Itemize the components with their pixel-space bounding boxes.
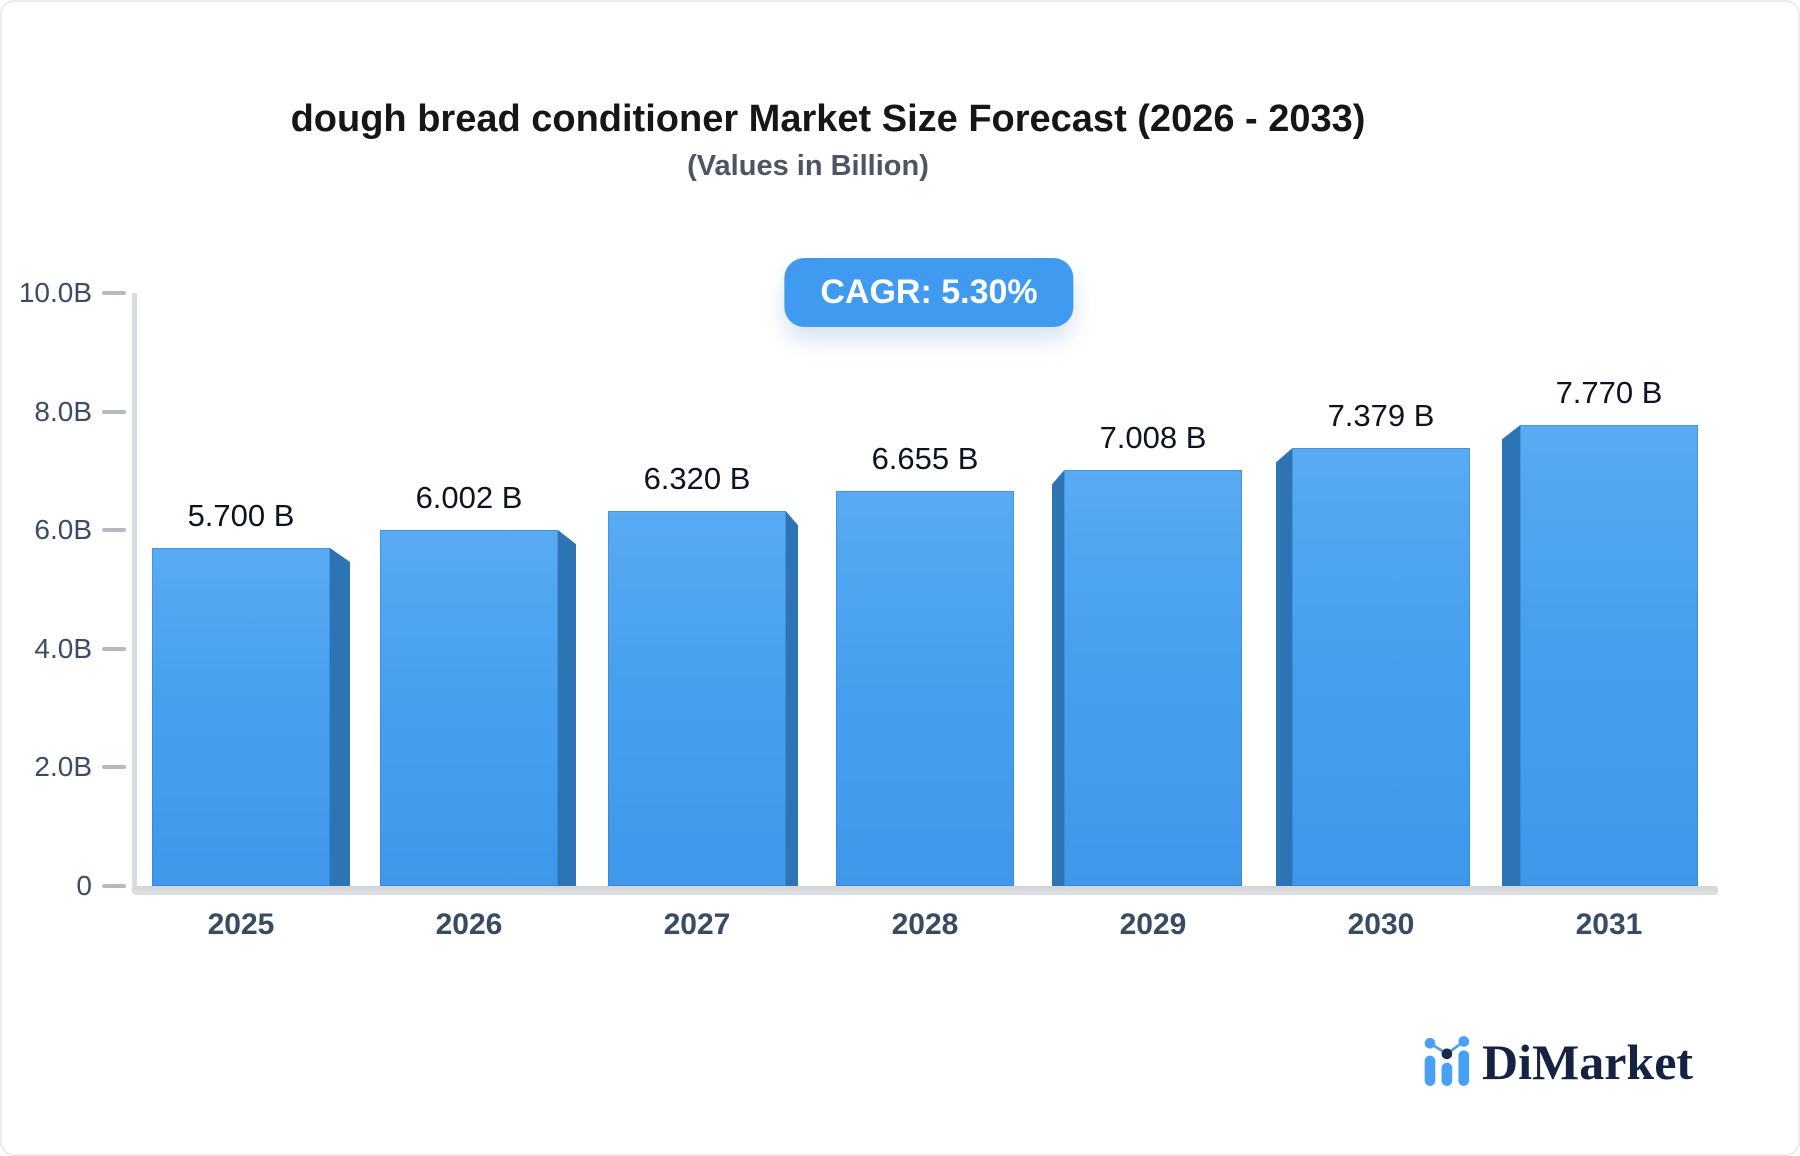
x-axis-baseline xyxy=(132,886,1718,895)
bar-face xyxy=(1520,425,1698,886)
y-axis-tick-mark xyxy=(102,291,126,295)
y-axis-tick-mark xyxy=(102,646,126,651)
y-axis-line xyxy=(132,293,137,886)
y-axis-tick-label: 10.0B xyxy=(18,277,92,308)
bar-2031 xyxy=(1502,425,1698,886)
chart-title: dough bread conditioner Market Size Fore… xyxy=(290,98,1366,140)
bar-3d-side xyxy=(1052,470,1064,886)
y-axis-tick-mark xyxy=(102,884,126,888)
y-axis-tick-mark xyxy=(102,409,126,414)
bar-2030 xyxy=(1276,448,1470,886)
x-axis-category-label: 2031 xyxy=(1575,908,1643,941)
x-axis-category-label: 2028 xyxy=(891,908,959,941)
bar-value-label: 6.002 B xyxy=(415,480,523,516)
bar-3d-side xyxy=(1502,425,1520,886)
bar-2027 xyxy=(608,511,798,886)
x-axis-category-label: 2025 xyxy=(207,908,275,941)
bar-3d-side xyxy=(786,511,798,886)
y-axis-tick-label: 8.0B xyxy=(34,395,92,427)
bar-value-label: 6.655 B xyxy=(871,441,979,477)
y-axis-tick-mark xyxy=(102,528,126,533)
bar-2028 xyxy=(836,491,1014,886)
bar-3d-side xyxy=(558,530,576,886)
x-axis-category-label: 2029 xyxy=(1119,908,1187,941)
bar-face xyxy=(152,547,330,886)
x-axis-category-label: 2026 xyxy=(435,908,503,941)
bar-value-label: 7.770 B xyxy=(1555,375,1663,411)
bar-2029 xyxy=(1052,470,1242,886)
bar-face xyxy=(1292,448,1470,886)
cagr-badge: CAGR: 5.30% xyxy=(784,258,1074,327)
bar-face xyxy=(836,491,1014,886)
y-axis-tick-label: 0 xyxy=(76,870,92,901)
x-axis-category-label: 2027 xyxy=(663,908,731,941)
chart-subtitle: (Values in Billion) xyxy=(687,150,929,182)
bar-3d-side xyxy=(330,547,350,886)
dimarket-logo: DiMarket xyxy=(1422,1034,1693,1093)
y-axis-tick-mark xyxy=(102,765,126,770)
bar-face xyxy=(1064,470,1242,886)
bar-2026 xyxy=(380,530,576,886)
bar-face xyxy=(380,530,558,886)
y-axis-tick-label: 4.0B xyxy=(34,632,92,664)
bar-3d-side xyxy=(1276,448,1292,886)
y-axis-tick-label: 6.0B xyxy=(34,514,92,546)
bar-value-label: 7.008 B xyxy=(1099,420,1207,456)
x-axis-category-label: 2030 xyxy=(1347,908,1415,941)
bar-value-label: 5.700 B xyxy=(187,497,295,533)
y-axis-tick-label: 2.0B xyxy=(34,751,92,783)
bar-2025 xyxy=(152,547,350,886)
bar-face xyxy=(608,511,786,886)
bar-value-label: 6.320 B xyxy=(643,461,751,497)
bar-value-label: 7.379 B xyxy=(1327,398,1435,434)
bar-chart-with-dots-icon xyxy=(1422,1034,1470,1093)
dimarket-logo-text: DiMarket xyxy=(1482,1034,1694,1090)
